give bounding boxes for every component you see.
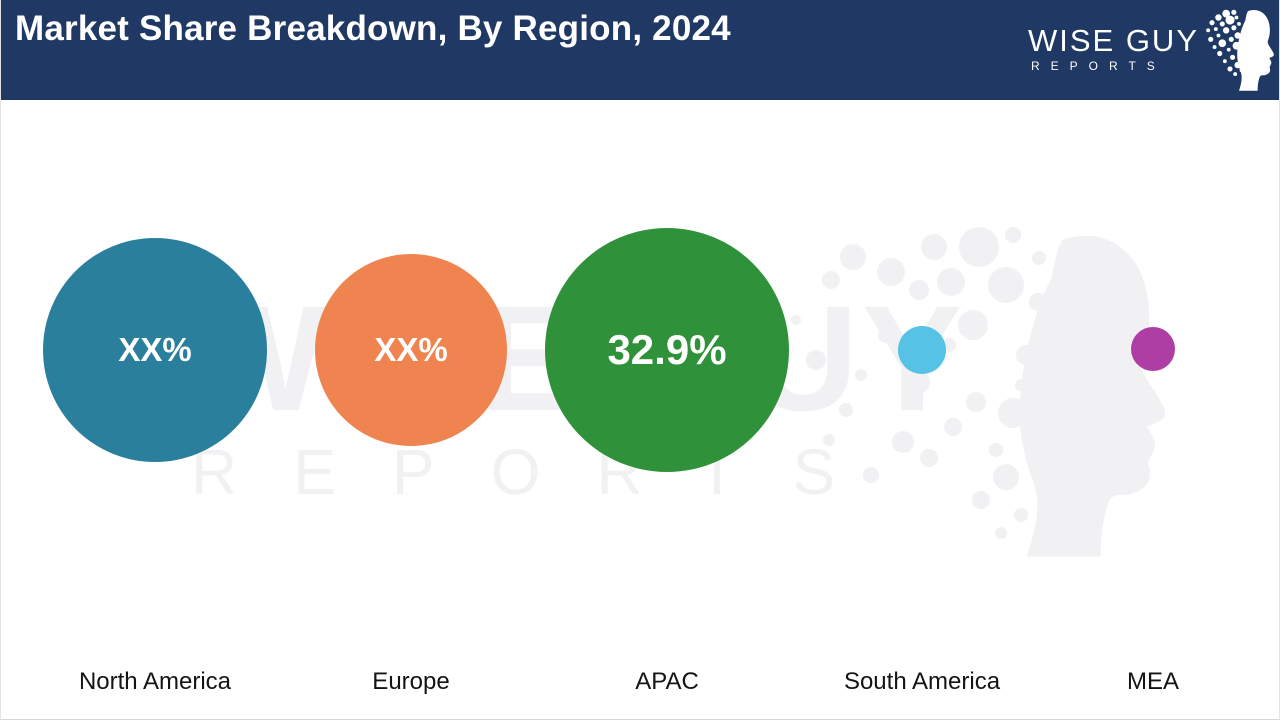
bubble-value-north-america: XX% — [118, 331, 192, 368]
brand-tagline: REPORTS — [1030, 59, 1166, 73]
category-label-europe: Europe — [372, 668, 450, 695]
page-title: Market Share Breakdown, By Region, 2024 — [15, 9, 731, 48]
bubble-apac: 32.9% — [545, 228, 789, 472]
bubble-value-europe: XX% — [374, 331, 448, 368]
brand-head-icon — [1206, 9, 1274, 91]
bubble-plot: XX% XX% 32.9% — [1, 100, 1279, 660]
bubble-south-america — [898, 326, 946, 374]
category-label-apac: APAC — [635, 668, 699, 695]
bubble-europe: XX% — [315, 254, 507, 446]
brand-name: WISE GUY — [1027, 23, 1199, 58]
category-label-south-america: South America — [843, 668, 1001, 695]
brand-logo: WISE GUY REPORTS — [1027, 0, 1279, 92]
header-bar: Market Share Breakdown, By Region, 2024 … — [1, 0, 1279, 100]
category-label-mea: MEA — [1126, 668, 1180, 695]
category-labels: North America Europe APAC South America MEA — [1, 668, 1279, 702]
watermark-head-icon — [775, 227, 1166, 557]
category-label-north-america: North America — [78, 668, 232, 695]
bubble-value-apac: 32.9% — [607, 326, 727, 373]
bubble-north-america: XX% — [43, 238, 267, 462]
bubble-mea — [1131, 327, 1175, 371]
